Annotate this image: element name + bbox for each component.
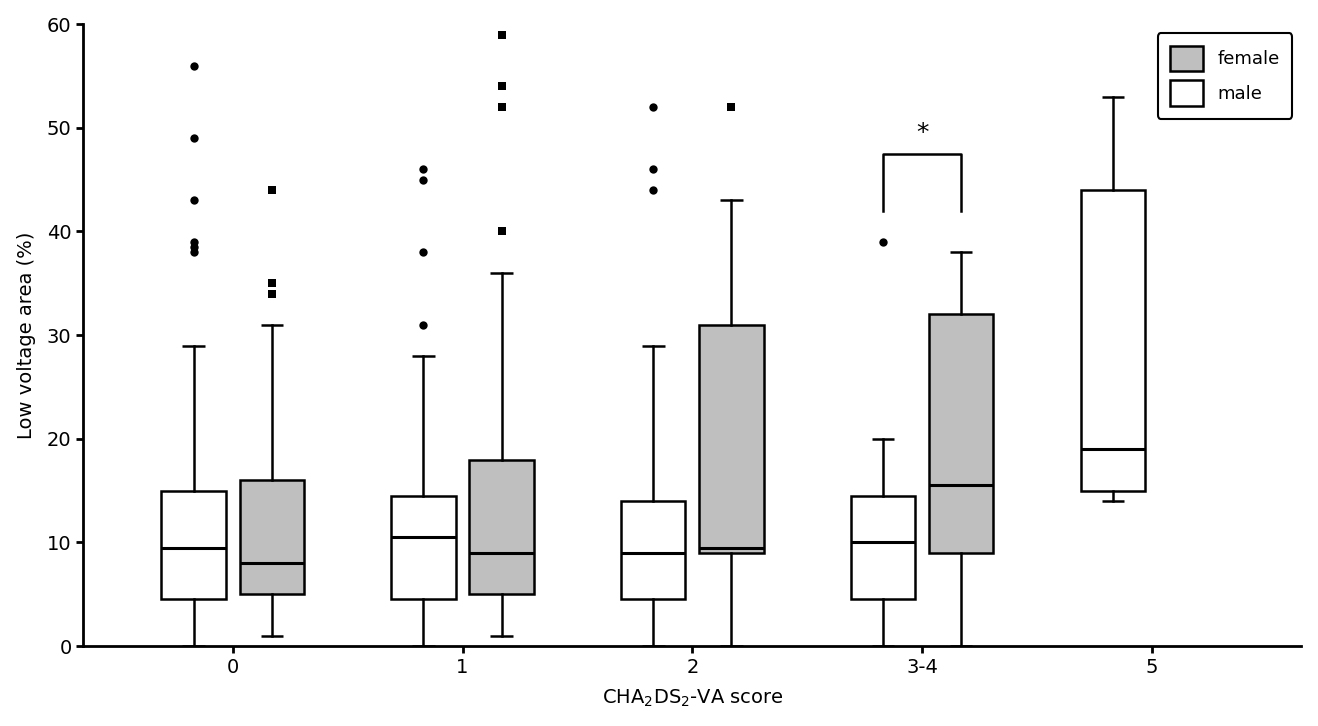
Bar bbox=[240, 481, 304, 595]
Bar bbox=[621, 501, 685, 600]
Bar bbox=[469, 460, 534, 595]
Bar bbox=[1081, 190, 1145, 491]
Legend: female, male: female, male bbox=[1157, 33, 1293, 118]
Bar bbox=[391, 496, 456, 600]
Bar bbox=[162, 491, 225, 600]
Bar bbox=[929, 314, 994, 552]
Y-axis label: Low voltage area (%): Low voltage area (%) bbox=[17, 232, 36, 439]
Text: *: * bbox=[916, 121, 928, 145]
Bar bbox=[700, 325, 763, 552]
X-axis label: CHA$_2$DS$_2$-VA score: CHA$_2$DS$_2$-VA score bbox=[601, 688, 783, 709]
Bar bbox=[851, 496, 915, 600]
